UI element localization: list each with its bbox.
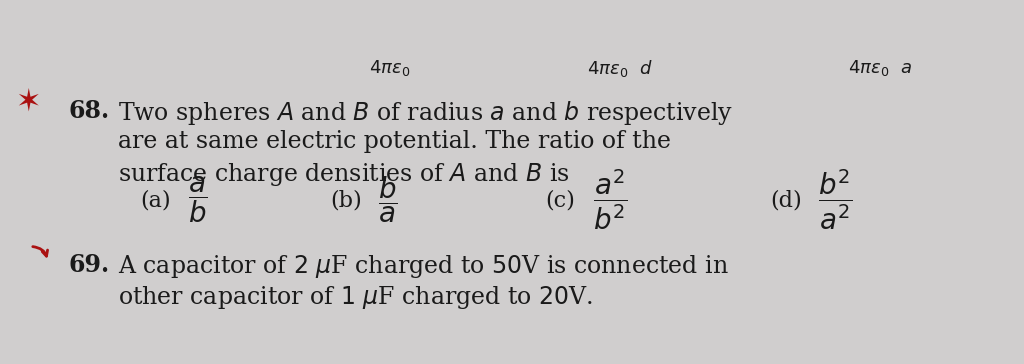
Text: $4\pi\varepsilon_0\ \ a$: $4\pi\varepsilon_0\ \ a$ xyxy=(848,58,912,78)
Text: Two spheres $A$ and $B$ of radius $a$ and $b$ respectively: Two spheres $A$ and $B$ of radius $a$ an… xyxy=(118,99,733,127)
Text: (c): (c) xyxy=(545,189,574,211)
Text: other capacitor of $1\ \mu$F charged to $20$V.: other capacitor of $1\ \mu$F charged to … xyxy=(118,284,593,311)
Text: 68.: 68. xyxy=(68,99,110,123)
Text: (b): (b) xyxy=(330,189,361,211)
Text: 69.: 69. xyxy=(68,253,110,277)
Text: $\dfrac{b^2}{a^2}$: $\dfrac{b^2}{a^2}$ xyxy=(818,168,853,232)
Text: $\dfrac{a}{b}$: $\dfrac{a}{b}$ xyxy=(188,175,208,225)
Text: $\dfrac{b}{a}$: $\dfrac{b}{a}$ xyxy=(378,175,397,225)
Text: (d): (d) xyxy=(770,189,802,211)
Text: are at same electric potential. The ratio of the: are at same electric potential. The rati… xyxy=(118,130,671,153)
Text: $\dfrac{a^2}{b^2}$: $\dfrac{a^2}{b^2}$ xyxy=(593,168,628,232)
Text: (a): (a) xyxy=(140,189,171,211)
Text: $4\pi\varepsilon_0$: $4\pi\varepsilon_0$ xyxy=(370,58,411,78)
Text: A capacitor of $2\ \mu$F charged to $50$V is connected in: A capacitor of $2\ \mu$F charged to $50$… xyxy=(118,253,729,280)
Text: $4\pi\varepsilon_0\ \ d$: $4\pi\varepsilon_0\ \ d$ xyxy=(587,58,653,79)
Text: surface charge densities of $A$ and $B$ is: surface charge densities of $A$ and $B$ … xyxy=(118,161,569,187)
Text: ✶: ✶ xyxy=(15,88,41,116)
